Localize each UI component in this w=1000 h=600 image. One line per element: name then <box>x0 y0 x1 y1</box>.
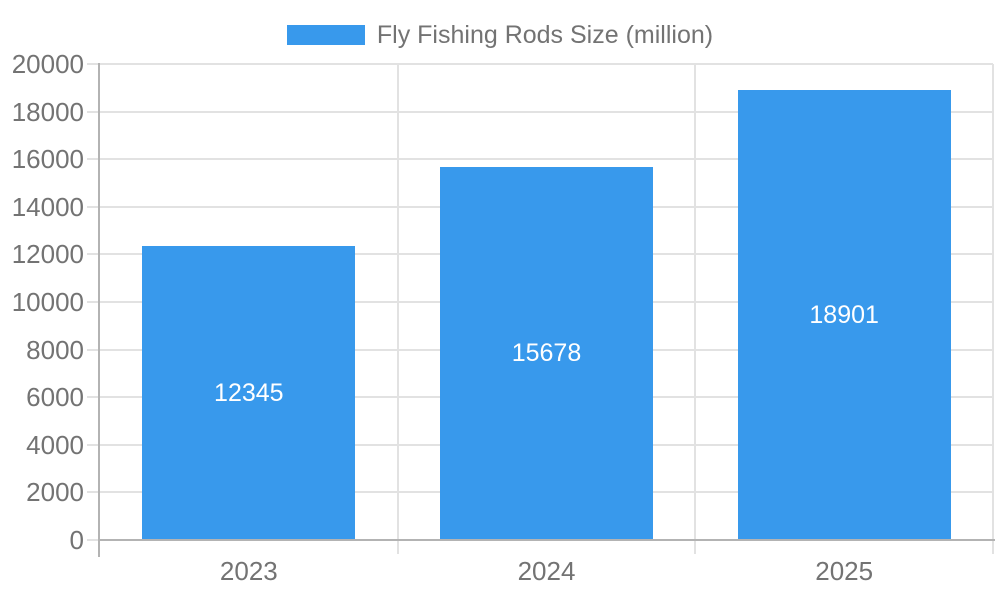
gridline-horizontal <box>100 158 993 161</box>
y-axis-label: 12000 <box>11 239 84 270</box>
gridline-vertical <box>992 64 994 540</box>
y-axis-label: 18000 <box>11 96 84 127</box>
gridline-vertical <box>396 64 399 540</box>
bar <box>737 90 951 540</box>
category-boundary-tick <box>396 540 399 554</box>
y-axis-tick <box>87 110 100 113</box>
x-axis-label: 2024 <box>517 556 576 586</box>
x-axis-label: 2023 <box>219 556 278 586</box>
y-axis-tick <box>87 348 100 351</box>
y-axis-tick <box>87 205 100 208</box>
y-axis-tick <box>87 301 100 303</box>
category-boundary-tick <box>694 540 697 554</box>
y-axis-tick <box>87 396 100 399</box>
y-axis-label: 2000 <box>26 477 84 508</box>
category-boundary-tick <box>992 540 994 554</box>
y-axis-tick <box>87 158 100 161</box>
gridline-horizontal <box>100 110 993 113</box>
y-axis-tick <box>87 253 100 256</box>
y-axis-label: 14000 <box>11 191 84 222</box>
x-axis-line <box>98 539 995 541</box>
x-axis-label: 2025 <box>815 556 874 586</box>
y-axis-label: 0 <box>69 525 84 555</box>
bar-value-label: 15678 <box>511 339 582 368</box>
y-axis-line <box>98 63 100 557</box>
y-axis-label: 4000 <box>26 429 84 460</box>
y-axis-tick <box>87 491 100 494</box>
gridline-horizontal <box>100 63 993 65</box>
bar <box>440 166 653 540</box>
y-axis-label: 20000 <box>11 49 84 79</box>
bar-value-label: 18901 <box>809 301 879 330</box>
legend: Fly Fishing Rods Size (million) <box>0 21 1000 49</box>
y-axis-label: 16000 <box>11 144 84 175</box>
legend-label: Fly Fishing Rods Size (million) <box>376 21 714 49</box>
legend-swatch <box>286 25 365 45</box>
gridline-vertical <box>694 64 697 540</box>
bar-value-label: 12345 <box>214 379 284 408</box>
y-axis-tick <box>87 63 100 65</box>
y-axis-label: 8000 <box>26 334 84 365</box>
y-axis-tick <box>87 539 100 541</box>
y-axis-label: 6000 <box>26 382 84 413</box>
y-axis-tick <box>87 443 100 446</box>
y-axis-label: 10000 <box>11 287 84 317</box>
bar <box>142 246 356 540</box>
